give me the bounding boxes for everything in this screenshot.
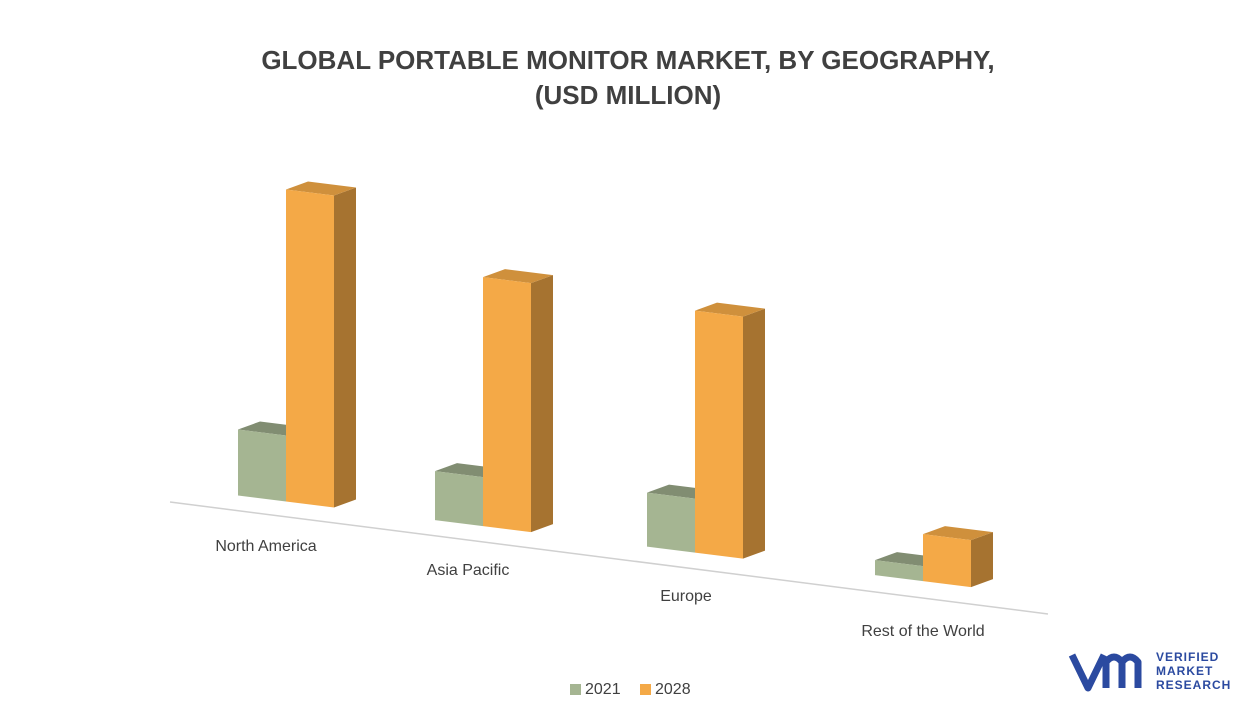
bar-top — [923, 526, 993, 541]
bar-side — [334, 187, 356, 508]
logo-text: MARKET — [1156, 664, 1213, 678]
logo-text: VERIFIED — [1156, 650, 1219, 664]
bar — [695, 310, 743, 559]
chart-title: GLOBAL PORTABLE MONITOR MARKET, BY GEOGR… — [261, 45, 994, 75]
bar — [435, 471, 483, 527]
x-tick-label: Asia Pacific — [427, 562, 510, 579]
baseline — [169, 501, 1049, 615]
bar — [238, 429, 286, 502]
bar-top — [286, 181, 356, 196]
bar — [875, 560, 923, 582]
x-tick-label: North America — [215, 538, 316, 555]
legend-label: 2021 — [585, 681, 621, 698]
legend-swatch — [570, 684, 581, 695]
logo-text: RESEARCH — [1156, 678, 1231, 692]
logo-mark — [1068, 653, 1142, 692]
bar-side — [531, 275, 553, 533]
bar-side — [743, 308, 765, 559]
chart-title: (USD MILLION) — [535, 80, 721, 110]
bar-side — [971, 532, 993, 588]
x-tick-label: Rest of the World — [861, 623, 984, 640]
bar — [286, 189, 334, 508]
bar — [483, 277, 531, 533]
bar — [647, 492, 695, 553]
bar-top — [483, 269, 553, 284]
legend-swatch — [640, 684, 651, 695]
bar — [923, 534, 971, 588]
bar-top — [695, 302, 765, 317]
x-tick-label: Europe — [660, 588, 712, 605]
logo: VERIFIED MARKET RESEARCH — [1068, 650, 1231, 692]
legend-label: 2028 — [655, 681, 691, 698]
